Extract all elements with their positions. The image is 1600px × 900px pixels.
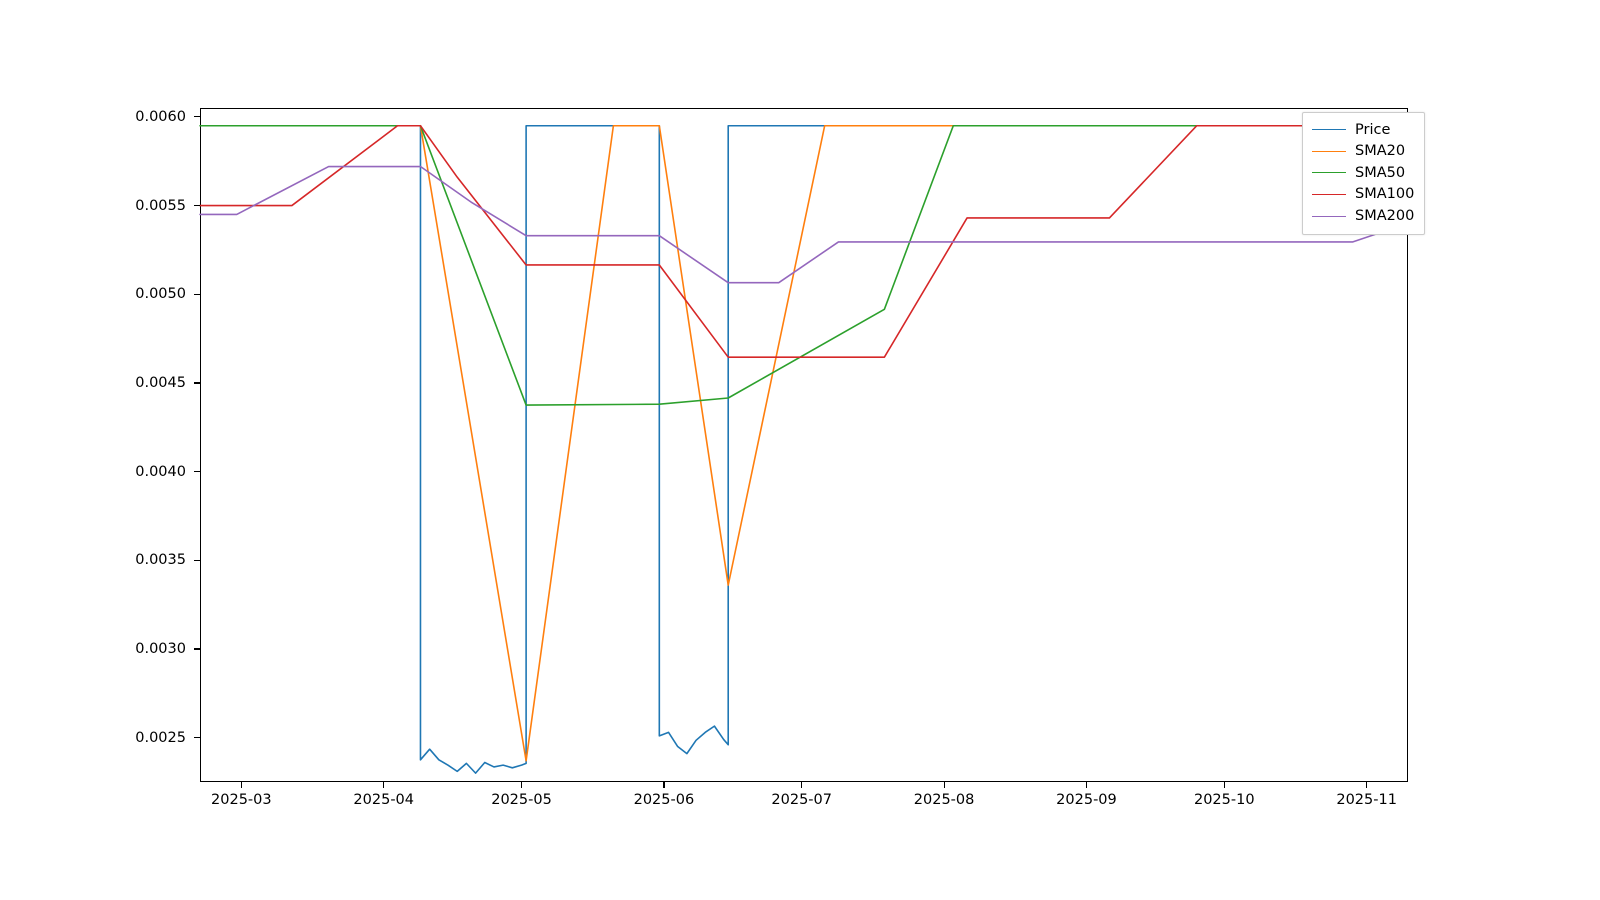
x-tick-label: 2025-08 bbox=[913, 792, 975, 808]
y-tick-label: 0.0030 bbox=[135, 640, 186, 657]
legend-item-sma20: SMA20 bbox=[1312, 141, 1414, 163]
series-line-price bbox=[419, 124, 1409, 774]
legend-label: SMA20 bbox=[1355, 143, 1406, 160]
legend-color-swatch bbox=[1312, 129, 1346, 131]
legend-label: SMA200 bbox=[1355, 207, 1415, 224]
y-tick-label: 0.0025 bbox=[135, 729, 186, 746]
x-tick-label: 2025-10 bbox=[1193, 792, 1255, 808]
y-tick-mark bbox=[194, 116, 200, 118]
legend-color-swatch bbox=[1312, 194, 1346, 196]
legend-color-swatch bbox=[1312, 150, 1346, 152]
y-tick-mark bbox=[194, 382, 200, 384]
y-tick-mark bbox=[194, 293, 200, 295]
legend-label: Price bbox=[1355, 121, 1391, 138]
legend-color-swatch bbox=[1312, 172, 1346, 174]
series-line-sma200 bbox=[199, 165, 1409, 284]
legend-item-sma200: SMA200 bbox=[1312, 205, 1414, 227]
legend-item-sma100: SMA100 bbox=[1312, 184, 1414, 206]
legend-item-sma50: SMA50 bbox=[1312, 162, 1414, 184]
x-tick-label: 2025-11 bbox=[1336, 792, 1397, 808]
x-tick-mark bbox=[943, 782, 945, 788]
axes-frame bbox=[200, 108, 1408, 782]
y-tick-mark bbox=[194, 737, 200, 739]
y-tick-label: 0.0045 bbox=[135, 374, 186, 391]
series-line-sma100 bbox=[199, 124, 1409, 358]
legend-color-swatch bbox=[1312, 215, 1346, 217]
series-line-sma20 bbox=[419, 124, 1409, 762]
y-tick-label: 0.0055 bbox=[135, 197, 186, 214]
y-tick-label: 0.0040 bbox=[135, 463, 186, 480]
y-tick-label: 0.0035 bbox=[135, 552, 186, 569]
x-tick-label: 2025-09 bbox=[1056, 792, 1117, 808]
x-tick-mark bbox=[663, 782, 665, 788]
x-tick-mark bbox=[383, 782, 385, 788]
y-tick-mark bbox=[194, 205, 200, 207]
y-tick-label: 0.0060 bbox=[135, 108, 186, 125]
plot-lines-layer bbox=[199, 124, 1409, 774]
x-tick-mark bbox=[801, 782, 803, 788]
legend-label: SMA50 bbox=[1355, 164, 1406, 181]
chart-legend: Price SMA20 SMA50 SMA100 SMA200 bbox=[1302, 112, 1426, 235]
x-tick-mark bbox=[1223, 782, 1225, 788]
y-tick-label: 0.0050 bbox=[135, 286, 186, 303]
x-tick-mark bbox=[240, 782, 242, 788]
y-tick-mark bbox=[194, 471, 200, 473]
x-tick-mark bbox=[521, 782, 523, 788]
legend-label: SMA100 bbox=[1355, 186, 1415, 203]
x-tick-label: 2025-07 bbox=[771, 792, 832, 808]
series-line-sma50 bbox=[199, 124, 1409, 406]
y-tick-mark bbox=[194, 648, 200, 650]
x-tick-label: 2025-05 bbox=[491, 792, 552, 808]
x-tick-mark bbox=[1366, 782, 1368, 788]
x-tick-label: 2025-04 bbox=[353, 792, 415, 808]
legend-item-price: Price bbox=[1312, 119, 1414, 141]
y-tick-mark bbox=[194, 559, 200, 561]
x-tick-mark bbox=[1085, 782, 1088, 788]
x-tick-label: 2025-03 bbox=[211, 792, 272, 808]
x-tick-label: 2025-06 bbox=[633, 792, 695, 808]
